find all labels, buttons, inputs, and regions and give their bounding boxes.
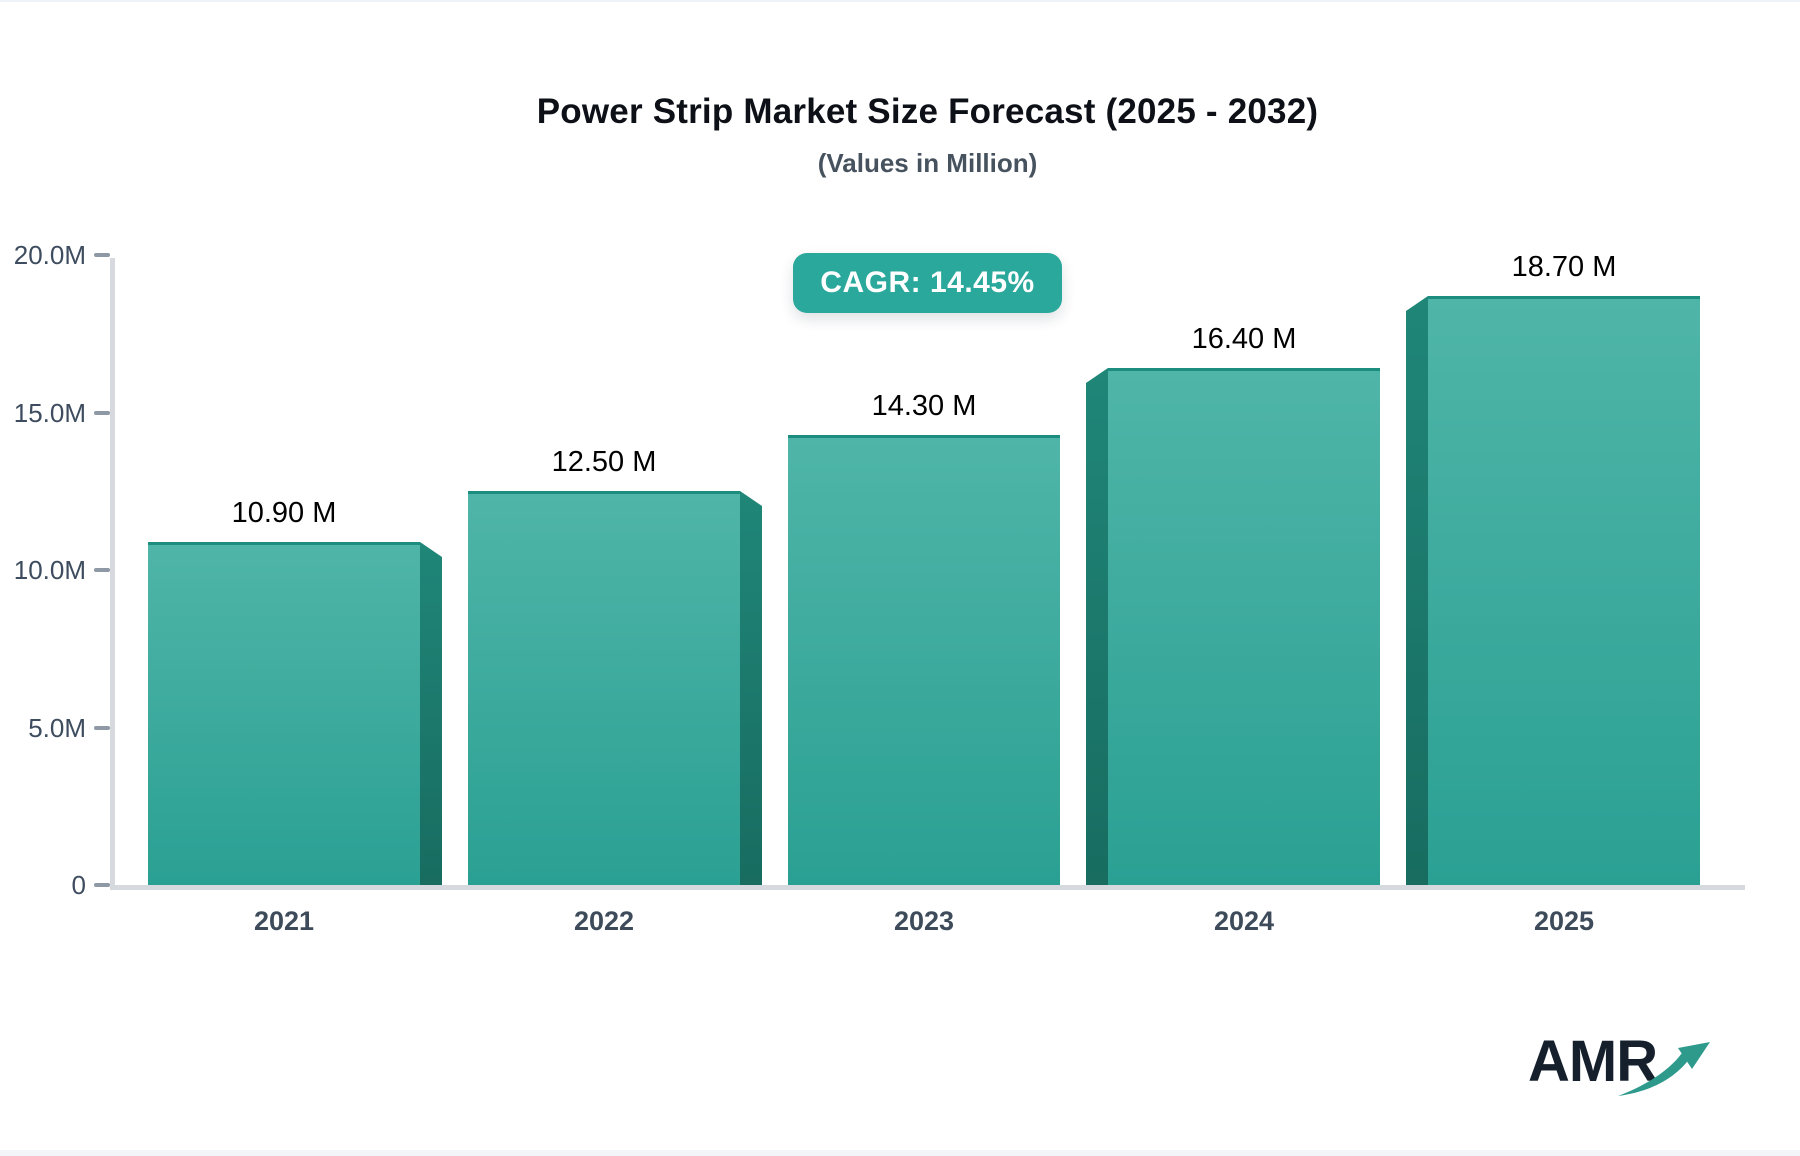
chart-subtitle: (Values in Million) [817, 148, 1038, 178]
bar-value-label-2023: 14.30 M [871, 390, 977, 422]
x-tick-label-2022: 2022 [573, 906, 635, 936]
y-axis-line [110, 258, 115, 890]
x-tick-label-2021: 2021 [253, 906, 315, 936]
y-tick-mark [94, 253, 110, 257]
bar-side-2022 [740, 491, 762, 885]
bar-value-label-2022: 12.50 M [551, 446, 657, 478]
bar-2024 [1108, 368, 1380, 885]
top-border [0, 0, 1800, 2]
bar-2023 [788, 435, 1060, 885]
bar-value-label-2025: 18.70 M [1511, 251, 1617, 283]
y-tick-label: 15.0M [13, 397, 86, 428]
cagr-badge: CAGR: 14.45% [793, 253, 1062, 313]
x-axis-line [110, 885, 1745, 890]
bar-2021 [148, 542, 420, 885]
y-tick-label: 10.0M [13, 555, 86, 585]
growth-arrow-icon [1618, 1042, 1710, 1096]
y-tick-mark [94, 883, 110, 887]
bar-2022 [468, 491, 740, 885]
y-tick-label: 20.0M [13, 240, 86, 270]
y-tick-label: 0 [71, 870, 86, 900]
bar-2025 [1428, 296, 1700, 885]
bar-side-2025 [1406, 296, 1428, 885]
bar-side-2024 [1086, 368, 1108, 885]
y-tick-mark [94, 568, 110, 572]
x-tick-label-2023: 2023 [893, 906, 955, 936]
y-tick-label: 5.0M [28, 712, 86, 743]
y-tick-mark [94, 725, 110, 730]
amr-logo: AMR [1528, 1028, 1738, 1118]
cagr-badge-wrap: CAGR: 14.45% [55, 253, 1800, 313]
bottom-border [0, 1150, 1800, 1156]
amr-logo-text: AMR [1528, 1029, 1658, 1094]
bar-side-2021 [420, 542, 442, 885]
chart-title: Power Strip Market Size Forecast (2025 -… [536, 92, 1319, 131]
bar-value-label-2021: 10.90 M [231, 497, 337, 529]
x-tick-label-2025: 2025 [1533, 906, 1595, 936]
bar-value-label-2024: 16.40 M [1191, 323, 1297, 355]
x-tick-label-2024: 2024 [1213, 906, 1275, 936]
y-tick-mark [94, 410, 110, 415]
